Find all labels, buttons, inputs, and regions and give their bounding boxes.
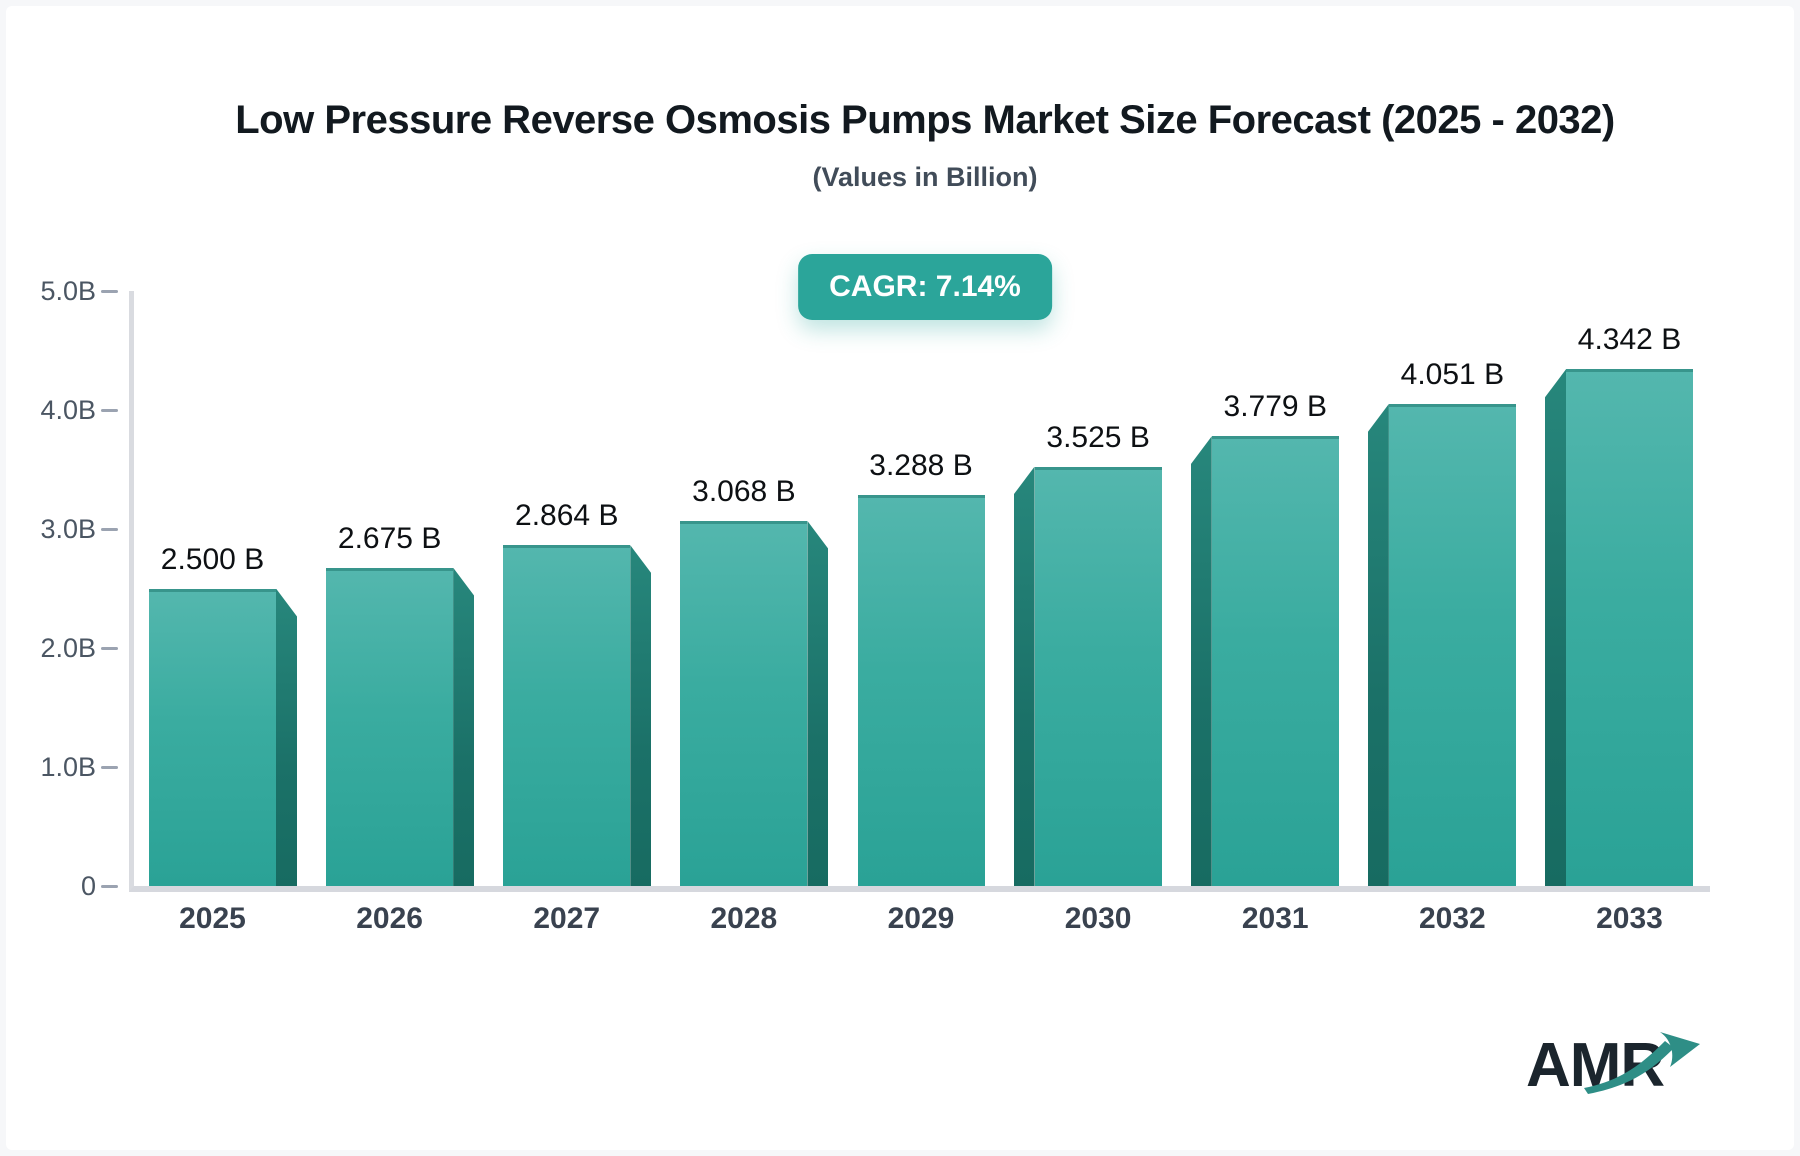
bar-value-label: 2.500 B [160,542,265,576]
y-tick-label: 1.0B [40,752,96,782]
cagr-badge: CAGR: 7.14% [798,254,1052,320]
y-tick-label: 5.0B [40,276,96,306]
bar-value-label: 2.864 B [515,499,619,533]
y-tick-label: 2.0B [40,633,96,663]
bar-2025 [149,588,276,886]
x-axis-label: 2033 [1596,902,1663,935]
y-tick-label: 4.0B [40,395,96,425]
bar-side-panel [630,545,652,886]
x-axis-label: 2030 [1064,902,1132,935]
y-tick-mark [101,884,118,888]
y-tick-mark [101,527,118,531]
x-axis-label: 2029 [887,902,955,935]
bar-value-label: 3.068 B [692,474,796,508]
bar-side-panel [807,520,829,886]
y-tick-mark [101,765,118,769]
bar-value-label: 3.288 B [869,448,973,482]
x-axis-label: 2031 [1241,902,1309,935]
bar-2028 [680,520,808,886]
y-tick-mark [101,408,118,412]
bar-value-label: 4.051 B [1400,357,1505,391]
bar-side-panel [1190,436,1212,886]
bar-side-panel [276,588,297,886]
y-tick-mark [101,289,118,293]
x-axis-label: 2027 [533,902,601,935]
x-axis-label: 2032 [1419,902,1486,935]
bar-value-label: 2.675 B [337,521,442,555]
x-axis-label: 2028 [710,902,778,935]
bar-side-panel [1545,369,1566,886]
amr-logo: AMR [1526,1031,1700,1100]
bar-side-panel [1367,403,1389,886]
bar-value-label: 4.342 B [1577,323,1682,357]
bar-side-panel [1013,466,1035,886]
page-subtitle: (Values in Billion) [812,162,1038,192]
plot-area [129,291,1710,892]
bar-2027 [503,545,631,886]
bar-2032 [1388,403,1516,886]
bar-2033 [1566,369,1693,886]
bar-2030 [1034,466,1162,886]
y-tick-label: 0 [80,871,96,901]
bar-value-label: 3.525 B [1046,420,1150,454]
bar-2031 [1211,436,1339,886]
x-axis-label: 2025 [179,902,246,935]
bar-side-panel [453,567,475,886]
y-tick-mark [101,646,118,650]
bar-2026 [326,567,454,886]
bar-2029 [857,494,985,886]
trending-up-arrow-icon [1584,1032,1700,1094]
x-axis-label: 2026 [356,902,423,935]
y-tick-label: 3.0B [40,514,96,544]
page-title: Low Pressure Reverse Osmosis Pumps Marke… [235,98,1615,142]
bar-value-label: 3.779 B [1223,390,1327,424]
